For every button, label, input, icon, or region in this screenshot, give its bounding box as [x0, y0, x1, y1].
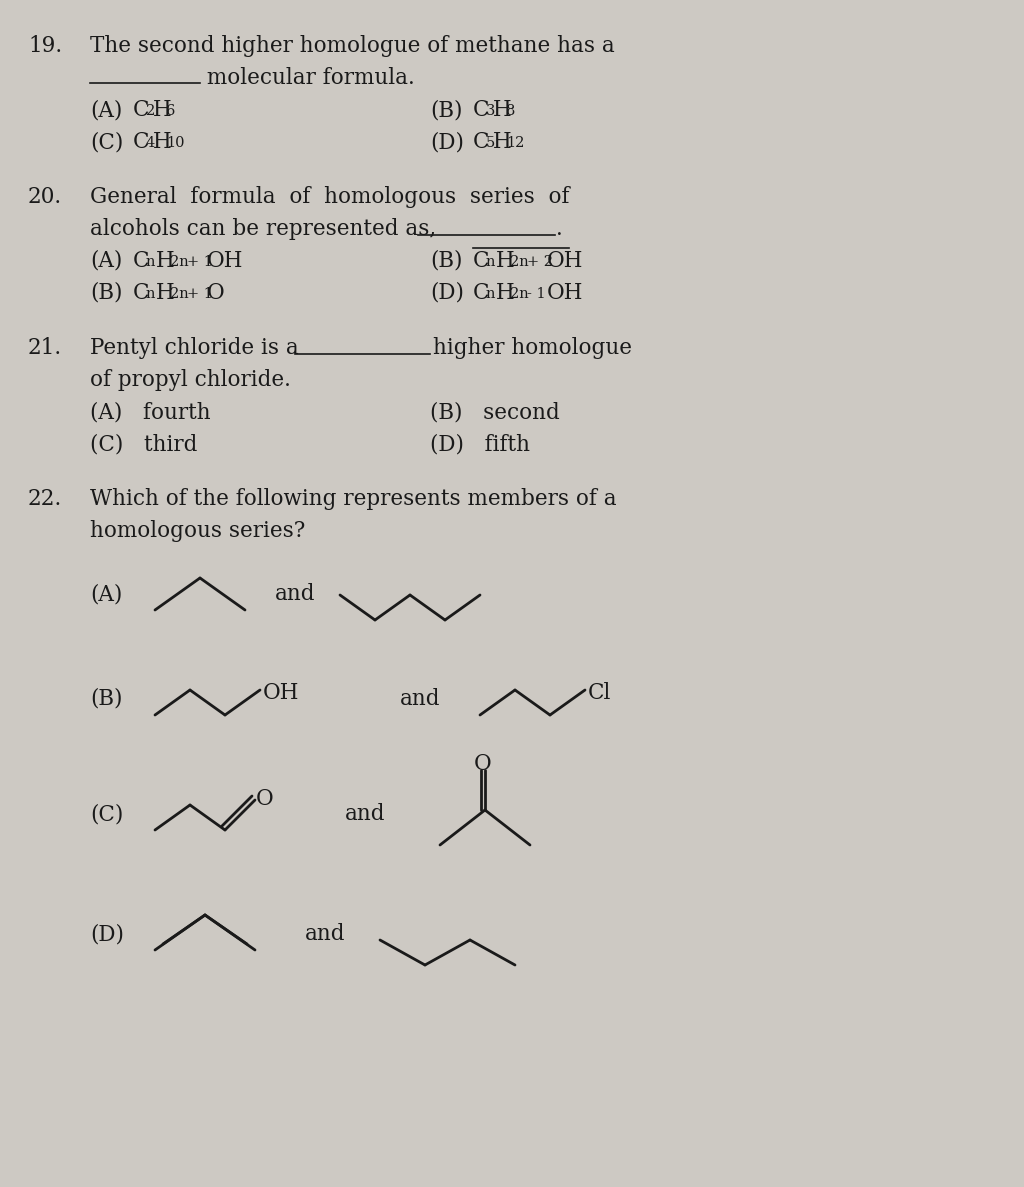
Text: H: H — [493, 131, 512, 153]
Text: (B)   second: (B) second — [430, 401, 560, 423]
Text: 4: 4 — [146, 137, 156, 150]
Text: and: and — [400, 688, 440, 710]
Text: C: C — [133, 131, 150, 153]
Text: O: O — [474, 753, 492, 775]
Text: (D)   fifth: (D) fifth — [430, 433, 530, 455]
Text: (C): (C) — [90, 802, 123, 825]
Text: (B): (B) — [430, 99, 463, 121]
Text: + 2: + 2 — [527, 255, 553, 269]
Text: 2n: 2n — [170, 255, 188, 269]
Text: n: n — [146, 287, 156, 301]
Text: C: C — [133, 283, 150, 304]
Text: 3: 3 — [486, 104, 496, 118]
Text: H: H — [496, 283, 515, 304]
Text: 22.: 22. — [28, 488, 62, 510]
Text: OH: OH — [547, 250, 584, 272]
Text: + 1: + 1 — [187, 287, 213, 301]
Text: of propyl chloride.: of propyl chloride. — [90, 369, 291, 391]
Text: OH: OH — [207, 250, 244, 272]
Text: (A)   fourth: (A) fourth — [90, 401, 211, 423]
Text: (A): (A) — [90, 99, 123, 121]
Text: (B): (B) — [90, 283, 123, 304]
Text: Pentyl chloride is a: Pentyl chloride is a — [90, 337, 299, 358]
Text: 8: 8 — [506, 104, 515, 118]
Text: OH: OH — [547, 283, 584, 304]
Text: Which of the following represents members of a: Which of the following represents member… — [90, 488, 616, 510]
Text: C: C — [473, 250, 489, 272]
Text: (D): (D) — [430, 283, 464, 304]
Text: General  formula  of  homologous  series  of: General formula of homologous series of — [90, 186, 569, 208]
Text: H: H — [153, 99, 172, 121]
Text: H: H — [153, 131, 172, 153]
Text: n: n — [486, 255, 496, 269]
Text: (A): (A) — [90, 583, 123, 605]
Text: OH: OH — [263, 683, 299, 704]
Text: H: H — [493, 99, 512, 121]
Text: C: C — [473, 131, 489, 153]
Text: (D): (D) — [430, 131, 464, 153]
Text: - 1: - 1 — [527, 287, 546, 301]
Text: 6: 6 — [166, 104, 175, 118]
Text: C: C — [133, 99, 150, 121]
Text: Cl: Cl — [588, 683, 611, 704]
Text: (A): (A) — [90, 250, 123, 272]
Text: 2n: 2n — [170, 287, 188, 301]
Text: The second higher homologue of methane has a: The second higher homologue of methane h… — [90, 34, 614, 57]
Text: (C)   third: (C) third — [90, 433, 198, 455]
Text: and: and — [305, 923, 345, 945]
Text: 21.: 21. — [28, 337, 62, 358]
Text: 10: 10 — [166, 137, 184, 150]
Text: and: and — [345, 802, 385, 825]
Text: + 1: + 1 — [187, 255, 213, 269]
Text: (D): (D) — [90, 923, 124, 945]
Text: H: H — [496, 250, 515, 272]
Text: (B): (B) — [430, 250, 463, 272]
Text: O: O — [256, 788, 273, 810]
Text: 20.: 20. — [28, 186, 62, 208]
Text: higher homologue: higher homologue — [433, 337, 632, 358]
Text: molecular formula.: molecular formula. — [200, 66, 415, 89]
Text: and: and — [275, 583, 315, 605]
Text: n: n — [146, 255, 156, 269]
Text: O: O — [207, 283, 224, 304]
Text: 12: 12 — [506, 137, 524, 150]
Text: 5: 5 — [486, 137, 496, 150]
Text: (C): (C) — [90, 131, 123, 153]
Text: alcohols can be represented as,: alcohols can be represented as, — [90, 218, 436, 240]
Text: 2n: 2n — [510, 255, 528, 269]
Text: .: . — [556, 218, 563, 240]
Text: H: H — [156, 250, 175, 272]
Text: 19.: 19. — [28, 34, 62, 57]
Text: n: n — [486, 287, 496, 301]
Text: C: C — [473, 99, 489, 121]
Text: C: C — [133, 250, 150, 272]
Text: 2: 2 — [146, 104, 156, 118]
Text: H: H — [156, 283, 175, 304]
Text: homologous series?: homologous series? — [90, 520, 305, 542]
Text: 2n: 2n — [510, 287, 528, 301]
Text: C: C — [473, 283, 489, 304]
Text: (B): (B) — [90, 688, 123, 710]
